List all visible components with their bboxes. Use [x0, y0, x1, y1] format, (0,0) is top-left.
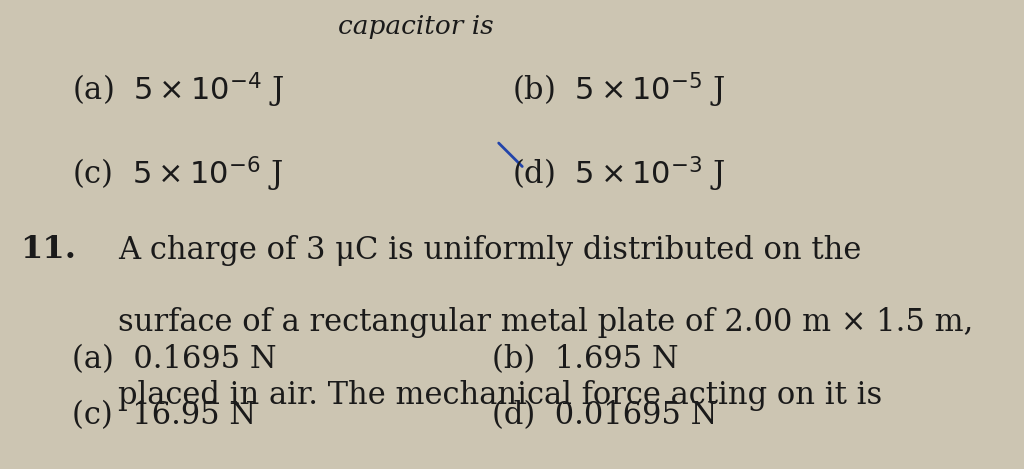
Text: (d)  $5 \times 10^{-3}$ J: (d) $5 \times 10^{-3}$ J [512, 155, 726, 194]
Text: (c)  $5 \times 10^{-6}$ J: (c) $5 \times 10^{-6}$ J [72, 155, 283, 194]
Text: 11.: 11. [20, 234, 77, 265]
Text: (b)  1.695 N: (b) 1.695 N [492, 344, 678, 375]
Text: surface of a rectangular metal plate of 2.00 m × 1.5 m,: surface of a rectangular metal plate of … [118, 307, 973, 338]
Text: (d)  0.01695 N: (d) 0.01695 N [492, 401, 717, 431]
Text: (a)  0.1695 N: (a) 0.1695 N [72, 344, 276, 375]
Text: (c)  16.95 N: (c) 16.95 N [72, 401, 256, 431]
Text: (a)  $5 \times 10^{-4}$ J: (a) $5 \times 10^{-4}$ J [72, 70, 284, 110]
Text: capacitor is: capacitor is [338, 14, 494, 39]
Text: placed in air. The mechanical force acting on it is: placed in air. The mechanical force acti… [118, 380, 882, 411]
Text: (b)  $5 \times 10^{-5}$ J: (b) $5 \times 10^{-5}$ J [512, 70, 726, 110]
Text: A charge of 3 μC is uniformly distributed on the: A charge of 3 μC is uniformly distribute… [118, 234, 861, 265]
